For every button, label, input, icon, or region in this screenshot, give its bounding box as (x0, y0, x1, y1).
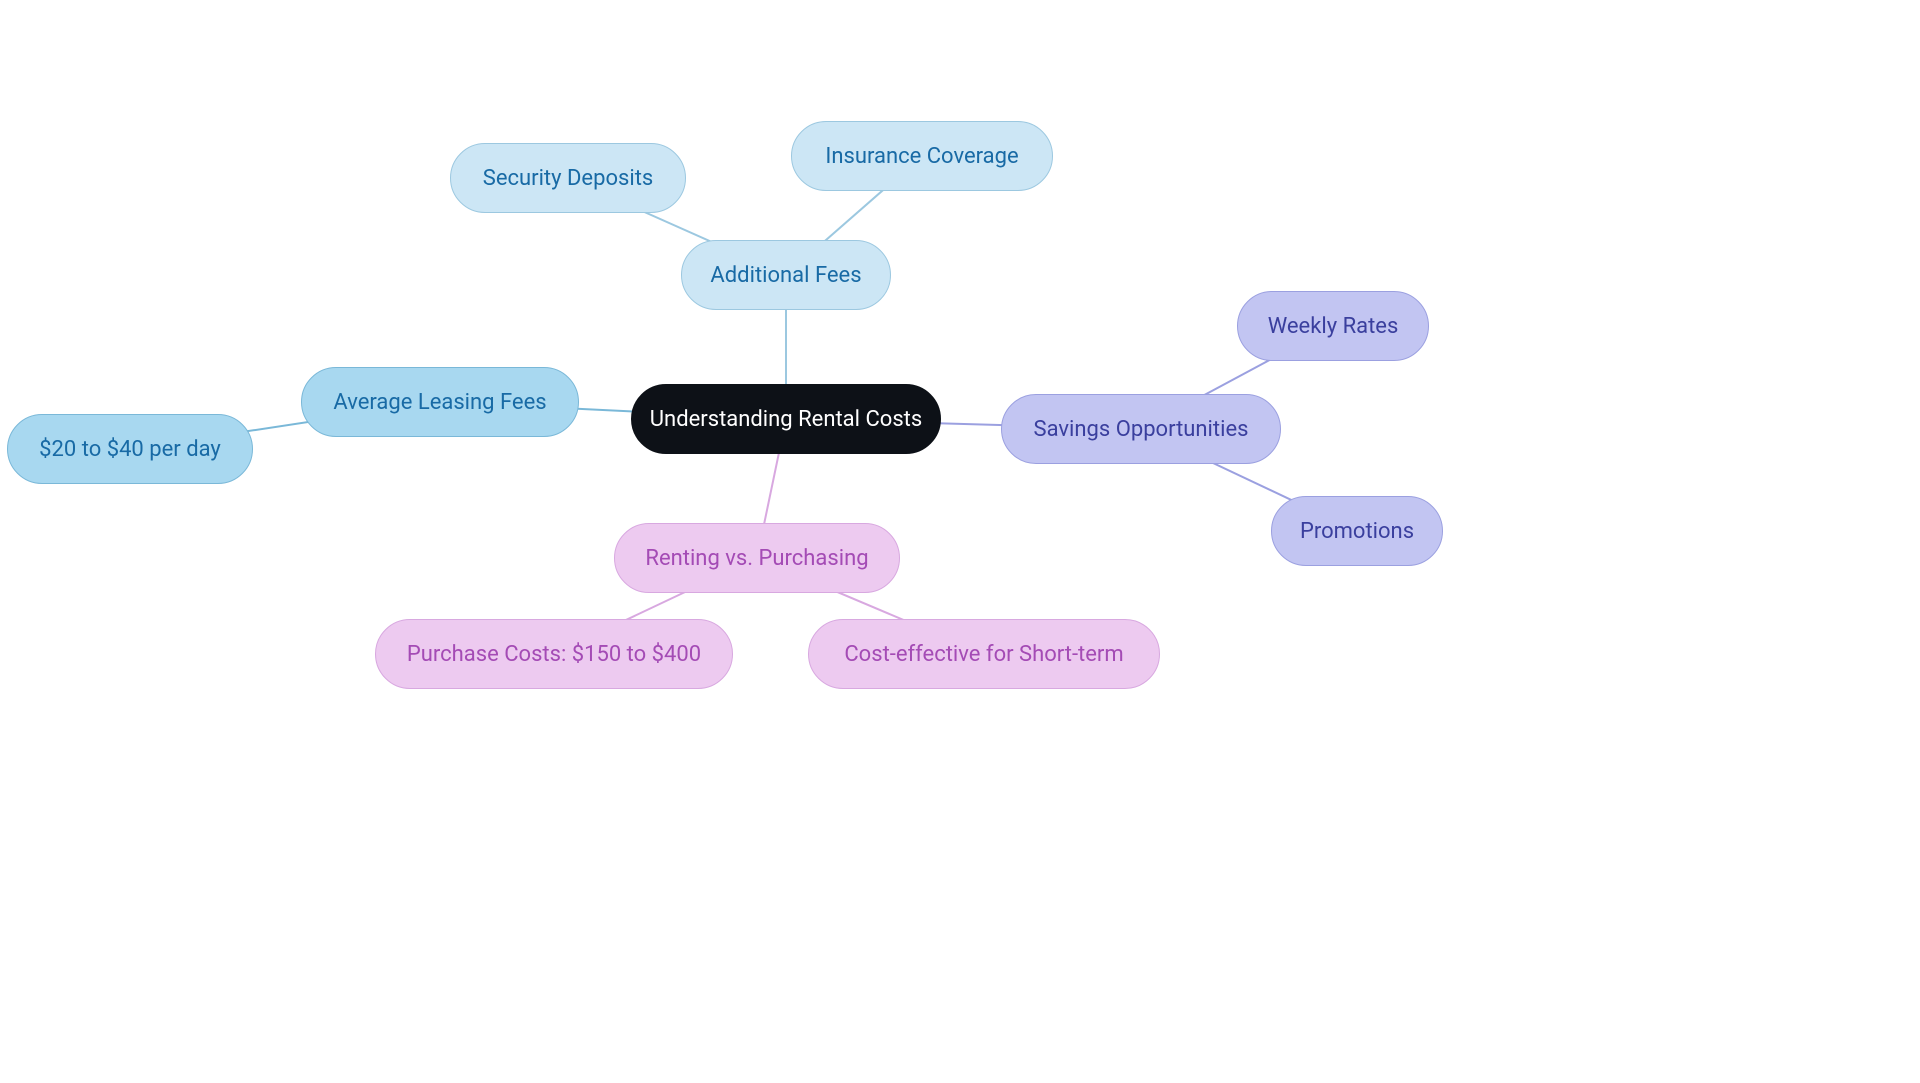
node-security: Security Deposits (450, 143, 686, 213)
node-leasing: Average Leasing Fees (301, 367, 579, 437)
node-label: Security Deposits (483, 166, 654, 191)
node-label: Savings Opportunities (1034, 417, 1249, 442)
mindmap-canvas: Understanding Rental Costs Average Leasin… (0, 0, 1920, 1083)
node-label: Understanding Rental Costs (650, 407, 922, 432)
node-label: Insurance Coverage (825, 144, 1018, 169)
node-label: Weekly Rates (1268, 314, 1399, 339)
node-weekly: Weekly Rates (1237, 291, 1429, 361)
node-label: Purchase Costs: $150 to $400 (407, 642, 701, 667)
node-label: Additional Fees (710, 263, 861, 288)
node-perday: $20 to $40 per day (7, 414, 253, 484)
node-additional: Additional Fees (681, 240, 891, 310)
node-savings: Savings Opportunities (1001, 394, 1281, 464)
node-label: Promotions (1300, 519, 1414, 544)
node-label: Renting vs. Purchasing (645, 546, 868, 571)
node-root: Understanding Rental Costs (631, 384, 941, 454)
node-insurance: Insurance Coverage (791, 121, 1053, 191)
node-renting: Renting vs. Purchasing (614, 523, 900, 593)
node-purchase: Purchase Costs: $150 to $400 (375, 619, 733, 689)
node-shortterm: Cost-effective for Short-term (808, 619, 1160, 689)
node-promotions: Promotions (1271, 496, 1443, 566)
node-label: Average Leasing Fees (333, 390, 546, 415)
node-label: Cost-effective for Short-term (844, 642, 1123, 667)
node-label: $20 to $40 per day (39, 437, 221, 462)
